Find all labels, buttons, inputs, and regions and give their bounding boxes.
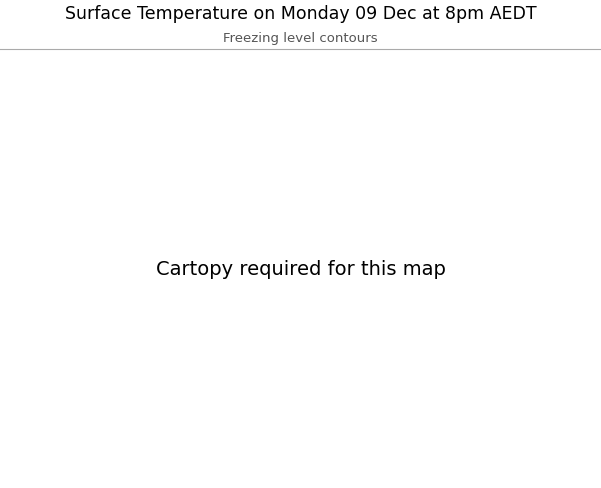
Text: Cartopy required for this map: Cartopy required for this map (156, 260, 445, 279)
Text: Surface Temperature on Monday 09 Dec at 8pm AEDT: Surface Temperature on Monday 09 Dec at … (65, 5, 536, 23)
Text: Freezing level contours: Freezing level contours (223, 32, 378, 45)
